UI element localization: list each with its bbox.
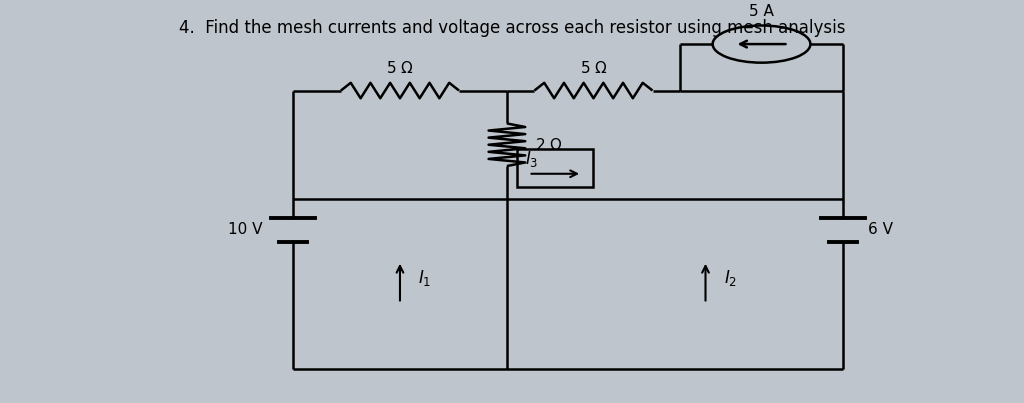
Text: 5 $\Omega$: 5 $\Omega$: [580, 60, 607, 76]
Text: 2 $\Omega$: 2 $\Omega$: [536, 137, 563, 153]
Text: $I_1$: $I_1$: [418, 268, 431, 288]
Text: 6 V: 6 V: [868, 222, 894, 237]
Text: $I_2$: $I_2$: [724, 268, 737, 288]
Text: $I_3$: $I_3$: [525, 150, 539, 169]
Text: 4.  Find the mesh currents and voltage across each resistor using mesh analysis: 4. Find the mesh currents and voltage ac…: [179, 19, 845, 37]
Text: 10 V: 10 V: [228, 222, 262, 237]
Text: 5 A: 5 A: [750, 4, 774, 19]
Text: 5 $\Omega$: 5 $\Omega$: [386, 60, 414, 76]
Bar: [517, 149, 594, 187]
